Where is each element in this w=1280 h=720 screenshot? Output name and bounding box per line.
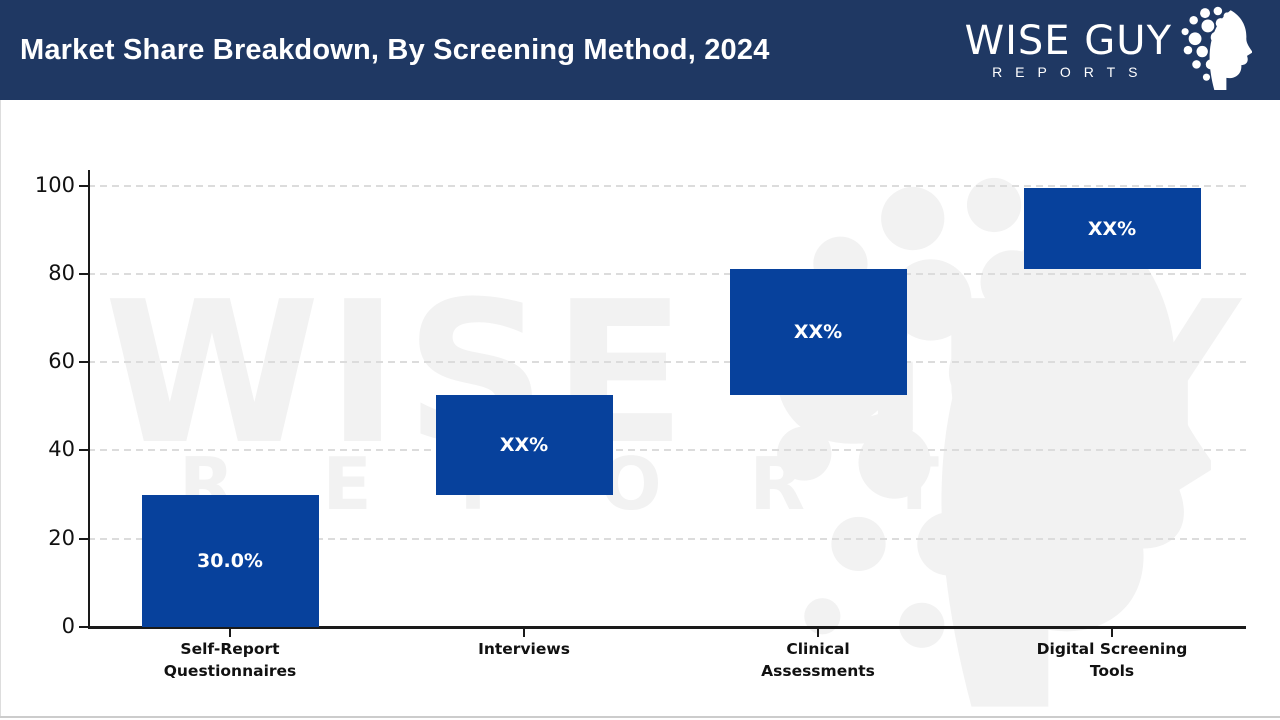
x-tick-2 [523,629,525,637]
x-category-label: Interviews [478,640,570,658]
bar-value-label: XX% [1087,217,1137,240]
logo-subtitle: REPORTS [992,64,1151,80]
x-category-label: Clinical Assessments [761,640,875,680]
bar-1: 30.0% [141,494,319,627]
y-axis [88,169,90,629]
bar-value-label: XX% [793,321,843,344]
y-tick-80 [79,272,88,275]
y-tick-60 [79,361,88,364]
x-axis [88,626,1246,629]
y-tick-label-80: 80 [48,260,75,285]
y-tick-20 [79,537,88,540]
watermark-head-icon [741,170,1216,715]
gridline-20 [88,537,1246,540]
gridline-40 [88,449,1246,452]
bar-value-label: 30.0% [197,549,263,572]
gridline-100 [88,184,1246,187]
y-tick-0 [79,626,88,628]
x-category-label: Digital Screening Tools [1036,640,1188,680]
y-tick-label-0: 0 [61,614,75,638]
x-category-label: Self-Report Questionnaires [163,640,297,680]
chart-area: WISE GUY REPORTS 0 20 40 60 80 100 30.0% Self-R… [0,100,1280,716]
y-tick-100 [79,184,88,187]
x-tick-3 [817,629,819,637]
bar-value-label: XX% [499,433,549,456]
header-bar: Market Share Breakdown, By Screening Met… [0,0,1280,100]
y-tick-40 [79,449,88,452]
y-tick-label-100: 100 [34,172,75,197]
y-tick-label-40: 40 [48,437,75,462]
x-tick-1 [229,629,231,637]
bar-3: XX% [729,269,907,396]
y-tick-label-60: 60 [48,349,75,374]
y-tick-label-20: 20 [48,525,75,550]
bar-2: XX% [435,395,613,495]
wiseguy-logo: WISE GUY REPORTS [964,3,1253,98]
logo-wordmark: WISE GUY [964,18,1172,64]
x-tick-4 [1111,629,1113,637]
gridline-80 [88,272,1246,275]
gridline-60 [88,361,1246,364]
wiseguy-head-icon [1178,3,1253,98]
bar-4: XX% [1023,187,1201,270]
bottom-divider [0,716,1280,718]
page-title: Market Share Breakdown, By Screening Met… [20,33,770,66]
